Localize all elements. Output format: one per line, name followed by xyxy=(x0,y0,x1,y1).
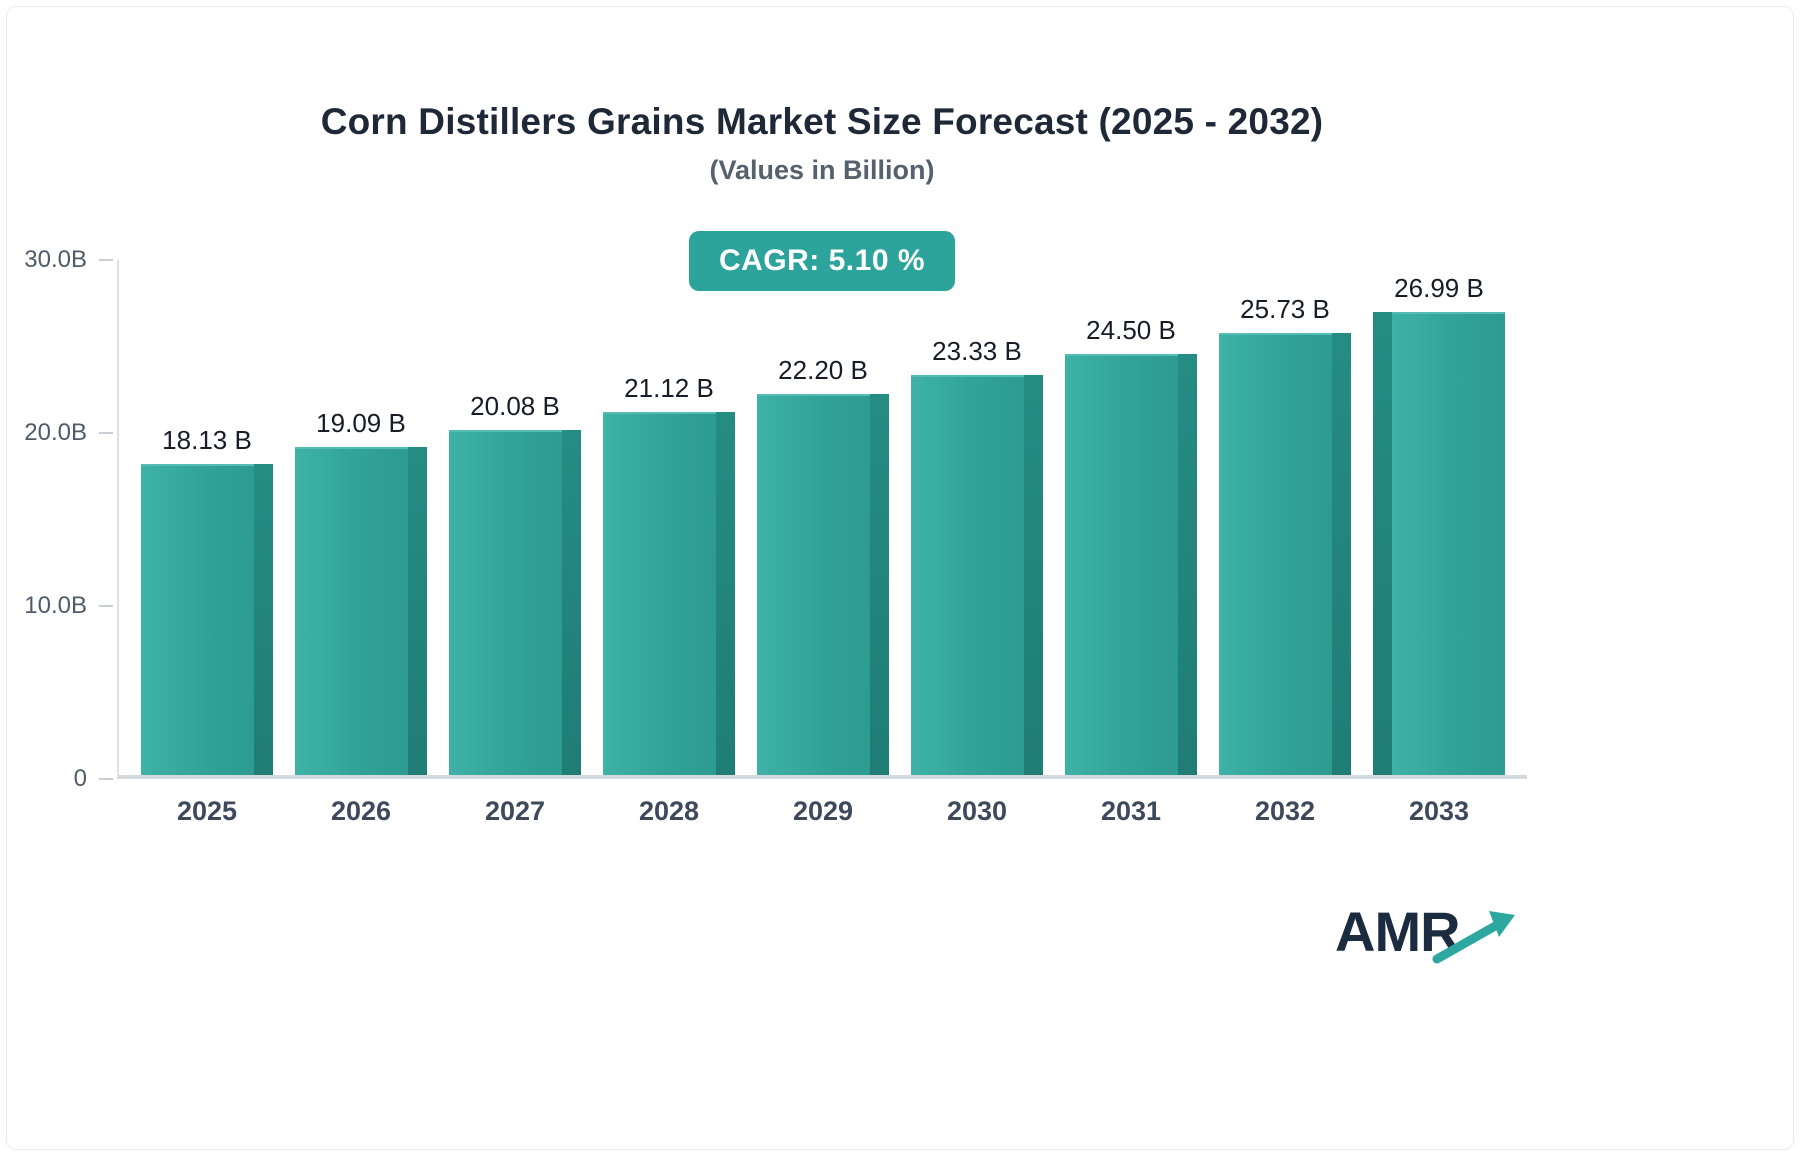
bar-value-label: 23.33 B xyxy=(932,335,1022,366)
bar-side-face xyxy=(716,412,735,775)
x-axis-label: 2032 xyxy=(1254,796,1316,826)
bar-value-label: 22.20 B xyxy=(778,354,868,385)
y-tick-mark xyxy=(99,259,113,261)
bar-side-face xyxy=(408,447,427,775)
y-tick-label: 0 xyxy=(73,765,87,792)
bar-2031[interactable] xyxy=(1065,354,1197,775)
bar-group-2027: 20.08 B 2027 xyxy=(449,260,581,826)
x-axis-label: 2028 xyxy=(638,796,700,826)
y-axis: 30.0B 20.0B 10.0B 0 xyxy=(7,246,117,792)
x-axis-label: 2030 xyxy=(946,796,1008,826)
bar-front-face xyxy=(603,412,716,775)
y-tick-mark xyxy=(99,605,113,607)
y-tick-label: 30.0B xyxy=(24,246,87,273)
bar-side-face xyxy=(870,393,889,775)
bar-value-label: 26.99 B xyxy=(1394,272,1484,303)
bar-side-face xyxy=(1024,374,1043,775)
x-axis-label: 2033 xyxy=(1408,796,1470,826)
y-tick-label: 20.0B xyxy=(24,419,87,446)
page-title: Corn Distillers Grains Market Size Forec… xyxy=(320,101,1324,142)
chart-card: Corn Distillers Grains Market Size Forec… xyxy=(6,6,1794,1150)
bar-2030[interactable] xyxy=(911,374,1043,775)
bar-side-face xyxy=(1373,311,1392,775)
bar-group-2026: 19.09 B 2026 xyxy=(295,260,427,826)
y-tick-label: 10.0B xyxy=(24,592,87,619)
bar-value-label: 25.73 B xyxy=(1240,294,1330,325)
bar-front-face xyxy=(1065,354,1178,775)
x-axis-label: 2031 xyxy=(1100,796,1162,826)
bar-2028[interactable] xyxy=(603,412,735,775)
bar-front-face xyxy=(1392,311,1505,775)
bar-2027[interactable] xyxy=(449,430,581,775)
bar-front-face xyxy=(141,463,254,775)
bar-2033[interactable] xyxy=(1373,311,1505,775)
bar-2032[interactable] xyxy=(1219,333,1351,775)
plot-area: 18.13 B 2025 19.09 B 2026 20.08 B 2027 21.12 B… xyxy=(117,260,1527,826)
amr-logo: AMR xyxy=(1335,899,1515,969)
bar-side-face xyxy=(562,430,581,775)
x-axis-label: 2029 xyxy=(792,796,854,826)
bar-group-2025: 18.13 B 2025 xyxy=(141,260,273,826)
x-axis-label: 2027 xyxy=(484,796,546,826)
bar-group-2029: 22.20 B 2029 xyxy=(757,260,889,826)
bar-group-2030: 23.33 B 2030 xyxy=(911,260,1043,826)
x-axis-label: 2026 xyxy=(330,796,392,826)
bar-2029[interactable] xyxy=(757,393,889,775)
bar-value-label: 21.12 B xyxy=(624,373,714,404)
bar-group-2032: 25.73 B 2032 xyxy=(1219,260,1351,826)
bar-front-face xyxy=(295,447,408,775)
bar-side-face xyxy=(1178,354,1197,775)
bar-2026[interactable] xyxy=(295,447,427,775)
bar-front-face xyxy=(757,393,870,775)
bar-front-face xyxy=(449,430,562,775)
bar-value-label: 20.08 B xyxy=(470,391,560,422)
y-tick-mark xyxy=(99,432,113,434)
bar-value-label: 18.13 B xyxy=(162,424,252,455)
trend-up-arrow-icon xyxy=(1432,911,1515,964)
badge-container: CAGR: 5.10 % xyxy=(117,231,1527,291)
x-axis-label: 2025 xyxy=(176,796,238,826)
bar-side-face xyxy=(254,463,273,775)
bar-front-face xyxy=(1219,333,1332,775)
y-tick-mark xyxy=(99,778,113,780)
bar-front-face xyxy=(911,374,1024,775)
bar-side-face xyxy=(1332,333,1351,775)
bar-value-label: 24.50 B xyxy=(1086,315,1176,346)
bar-group-2033: 26.99 B 2033 xyxy=(1373,260,1505,826)
bar-2025[interactable] xyxy=(141,463,273,775)
bar-group-2028: 21.12 B 2028 xyxy=(603,260,735,826)
bar-value-label: 19.09 B xyxy=(316,408,406,439)
cagr-badge: CAGR: 5.10 % xyxy=(688,231,956,291)
page-subtitle: (Values in Billion) xyxy=(709,155,935,185)
bar-group-2031: 24.50 B 2031 xyxy=(1065,260,1197,826)
